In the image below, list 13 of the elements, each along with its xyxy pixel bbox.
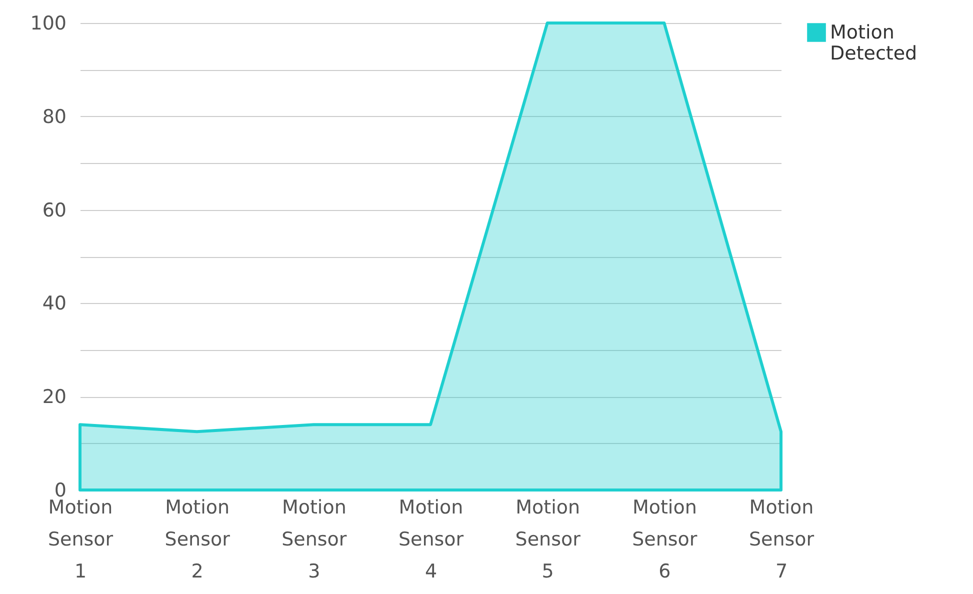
x-tick-label: Motion Sensor 5 xyxy=(515,496,581,582)
x-tick-label: Motion Sensor 2 xyxy=(164,496,230,582)
x-tick-label: Motion Sensor 3 xyxy=(282,496,347,582)
y-tick-label: 100 xyxy=(30,12,66,34)
x-tick-label: Motion Sensor 1 xyxy=(48,496,114,582)
x-tick-label: Motion Sensor 4 xyxy=(398,496,464,582)
y-tick-label: 40 xyxy=(42,292,66,315)
y-tick-label: 80 xyxy=(42,106,66,128)
y-tick-label: 20 xyxy=(42,386,66,408)
y-tick-label: 60 xyxy=(42,199,66,222)
x-tick-label: Motion Sensor 6 xyxy=(632,496,698,582)
x-tick-label: Motion Sensor 7 xyxy=(748,496,814,582)
legend-label: Motion Detected xyxy=(830,22,918,64)
